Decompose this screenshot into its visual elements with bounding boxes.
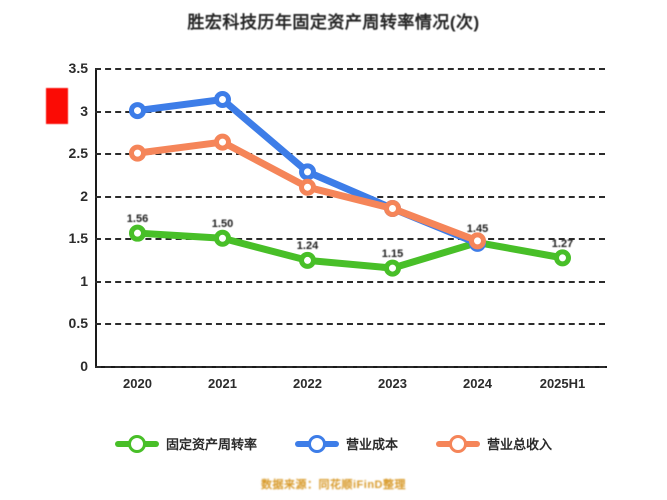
legend-marker-icon	[114, 434, 159, 453]
legend-item-1[interactable]: 营业成本	[294, 434, 398, 453]
data-point-marker	[214, 133, 231, 151]
legend-label: 固定资产周转率	[165, 437, 257, 452]
data-point-label: 1.15	[381, 248, 404, 261]
data-point-marker	[129, 224, 146, 242]
legend-marker-icon	[294, 434, 339, 453]
data-point-marker	[554, 249, 571, 267]
y-tick-label: 0	[80, 358, 88, 374]
data-point-label: 1.50	[211, 218, 234, 231]
y-axis-labels: 0 0.5 1 1.5 2 2.5 3 3.5	[40, 60, 88, 374]
plot-area: 1.56 1.50 1.24 1.15 1.45 1.27	[95, 68, 605, 368]
data-point-marker	[129, 102, 146, 120]
gridline	[95, 366, 605, 368]
gridline	[95, 323, 605, 326]
source-watermark: 数据来源：同花顺iFinD整理	[261, 479, 406, 491]
x-tick-label: 2024	[463, 376, 492, 391]
y-tick-label: 0.5	[68, 315, 88, 332]
x-tick-label: 2020	[123, 376, 152, 391]
data-point-label: 1.27	[551, 237, 574, 250]
x-tick-label: 2025H1	[539, 376, 586, 391]
series-lines	[129, 91, 571, 277]
x-tick-label: 2022	[293, 376, 322, 391]
chart-title: 胜宏科技历年固定资产周转率情况(次)	[187, 13, 480, 32]
y-tick-label: 2.5	[68, 145, 88, 162]
data-point-marker	[299, 251, 316, 269]
y-tick-label: 3.5	[68, 60, 88, 76]
chart-legend: 固定资产周转率 营业成本 营业总收入	[0, 434, 667, 453]
data-point-marker	[299, 178, 316, 196]
x-tick-label: 2023	[378, 376, 407, 391]
y-tick-label: 3	[80, 102, 88, 119]
data-point-label: 1.56	[126, 213, 149, 226]
legend-label: 营业成本	[345, 437, 398, 452]
gridline	[95, 110, 605, 113]
data-point-label: 1.24	[296, 240, 319, 253]
gridline	[95, 280, 605, 283]
legend-item-0[interactable]: 固定资产周转率	[114, 434, 257, 453]
legend-label: 营业总收入	[487, 437, 553, 452]
data-point-marker	[469, 232, 486, 250]
red-highlight-block	[46, 88, 68, 124]
y-tick-label: 1	[80, 272, 88, 289]
data-point-marker	[384, 259, 401, 277]
y-tick-label: 2	[80, 187, 88, 204]
data-point-marker	[214, 91, 231, 109]
data-point-label: 1.45	[466, 222, 489, 235]
y-tick-label: 1.5	[68, 230, 88, 247]
legend-item-2[interactable]: 营业总收入	[436, 434, 552, 453]
gridline	[95, 153, 605, 156]
legend-marker-icon	[436, 434, 480, 453]
y-axis-line	[95, 68, 97, 368]
gridline	[95, 238, 605, 241]
series-line	[134, 229, 566, 272]
data-point-marker	[384, 199, 401, 217]
x-tick-label: 2021	[208, 376, 237, 391]
data-point-marker	[299, 163, 316, 181]
data-point-marker	[214, 229, 231, 247]
data-point-marker	[129, 144, 146, 162]
gridline	[95, 68, 605, 70]
